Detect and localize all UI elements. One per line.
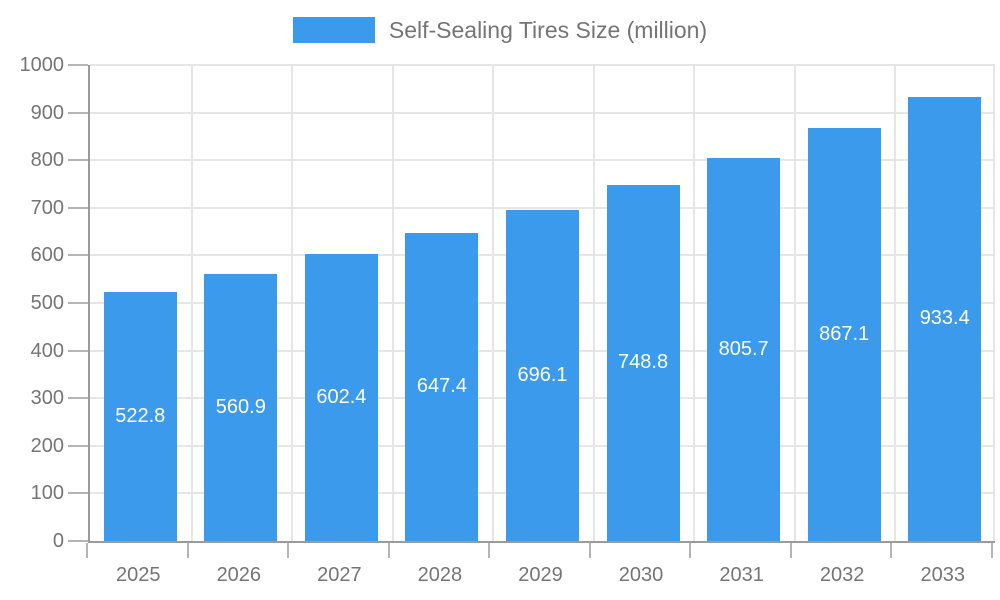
bar: 805.7 — [707, 157, 781, 541]
x-axis-tick — [287, 543, 290, 558]
x-axis-tick — [991, 543, 993, 558]
bar: 867.1 — [807, 128, 881, 541]
y-gridline — [90, 159, 995, 162]
x-gridline — [190, 65, 193, 541]
y-axis-tick-label: 0 — [52, 530, 64, 552]
x-axis-tick-label: 2031 — [719, 564, 764, 586]
x-axis-tick-label: 2033 — [920, 564, 965, 586]
bar: 748.8 — [606, 184, 680, 541]
bar: 602.4 — [304, 254, 378, 541]
legend-item[interactable]: Self-Sealing Tires Size (million) — [0, 14, 1000, 46]
y-axis-tick-label: 500 — [30, 292, 64, 314]
bar-value-label: 748.8 — [618, 351, 669, 374]
bar-value-label: 933.4 — [919, 307, 970, 330]
x-gridline — [793, 65, 796, 541]
x-axis-tick-label: 2032 — [819, 564, 865, 586]
y-axis-tick — [68, 64, 88, 66]
y-axis-tick-label: 300 — [30, 387, 64, 410]
x-gridline — [894, 65, 897, 541]
bar-value-label: 560.9 — [215, 396, 266, 418]
x-gridline — [291, 65, 294, 541]
x-axis-tick — [789, 543, 792, 558]
x-axis-tick-label: 2027 — [317, 564, 362, 586]
bar-value-label: 805.7 — [718, 337, 769, 360]
bar: 696.1 — [506, 209, 579, 541]
x-axis-tick-label: 2030 — [618, 564, 664, 586]
y-axis-tick — [68, 111, 88, 114]
x-gridline — [993, 65, 995, 541]
y-axis-tick — [68, 254, 88, 257]
y-gridline — [90, 206, 995, 209]
bar: 522.8 — [103, 292, 177, 541]
x-axis-tick — [86, 543, 88, 558]
y-axis-tick — [68, 444, 88, 447]
y-gridline — [90, 64, 995, 66]
x-axis-tick-label: 2029 — [518, 564, 563, 586]
y-axis-tick — [68, 302, 88, 304]
x-axis-tick-label: 2025 — [116, 564, 161, 586]
bar-value-label: 696.1 — [517, 363, 568, 386]
y-axis-tick-label: 100 — [30, 482, 64, 505]
y-axis-tick — [68, 397, 88, 400]
x-axis-tick — [890, 543, 893, 558]
x-axis-tick — [186, 543, 189, 558]
bar-value-label: 647.4 — [416, 375, 467, 398]
bar-value-label: 522.8 — [115, 405, 166, 428]
bar: 647.4 — [405, 232, 479, 541]
x-axis-tick — [689, 543, 692, 558]
x-gridline — [391, 65, 394, 541]
y-axis-tick-label: 600 — [30, 244, 64, 267]
y-axis-tick-label: 900 — [30, 101, 64, 124]
x-axis-tick-label: 2026 — [216, 564, 262, 586]
y-axis-tick-label: 400 — [30, 339, 64, 362]
bar: 933.4 — [908, 96, 982, 541]
y-axis-tick — [68, 540, 88, 542]
y-gridline — [90, 111, 995, 114]
y-axis-tick — [68, 159, 88, 162]
legend-swatch — [292, 17, 375, 43]
bar-value-label: 602.4 — [316, 386, 367, 409]
x-axis-tick-label: 2028 — [417, 564, 463, 586]
y-axis-tick — [68, 349, 88, 352]
x-gridline — [592, 65, 595, 541]
x-axis-tick — [588, 543, 591, 558]
y-axis-tick-label: 700 — [30, 196, 64, 219]
legend-label: Self-Sealing Tires Size (million) — [388, 16, 708, 43]
x-axis-tick — [387, 543, 390, 558]
x-gridline — [492, 65, 495, 541]
x-axis-tick — [488, 543, 491, 558]
y-axis-tick — [68, 492, 88, 495]
plot-area: 522.8 560.9 602.4 647.4 696.1 748.8 805.7 867.1… — [88, 64, 995, 543]
bar: 560.9 — [204, 274, 278, 541]
y-axis-tick-label: 200 — [30, 434, 64, 457]
bar-value-label: 867.1 — [819, 323, 870, 346]
y-axis-tick — [68, 206, 88, 209]
y-axis-tick-label: 800 — [30, 149, 64, 172]
y-axis-tick-label: 1000 — [19, 54, 65, 76]
x-gridline — [693, 65, 696, 541]
